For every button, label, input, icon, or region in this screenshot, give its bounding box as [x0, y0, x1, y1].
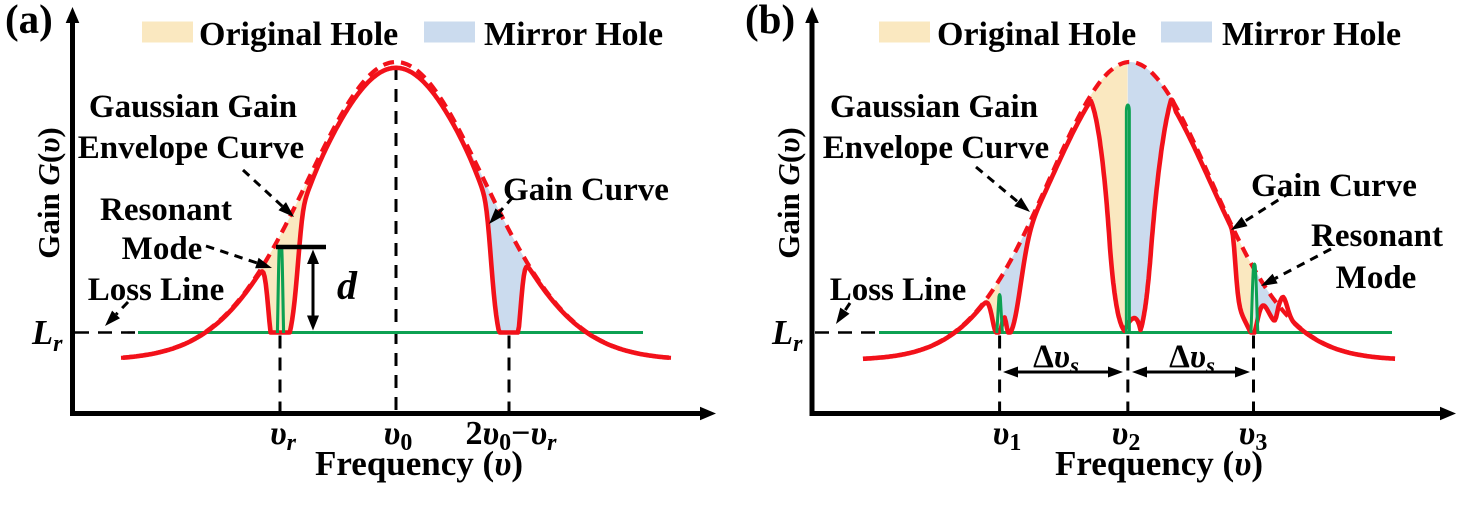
svg-text:Original Hole: Original Hole: [937, 16, 1136, 53]
svg-text:Mode: Mode: [122, 231, 203, 267]
svg-text:Lr: Lr: [771, 314, 803, 357]
svg-text:Gain Curve: Gain Curve: [503, 172, 669, 208]
svg-text:Lr: Lr: [31, 314, 63, 357]
svg-text:Gain G(υ): Gain G(υ): [31, 127, 66, 258]
svg-text:Gaussian Gain: Gaussian Gain: [830, 89, 1038, 125]
svg-text:Gain Curve: Gain Curve: [1251, 168, 1417, 204]
svg-text:Mirror Hole: Mirror Hole: [484, 16, 663, 53]
svg-text:υ2: υ2: [1112, 415, 1141, 456]
svg-text:Resonant: Resonant: [100, 192, 232, 228]
svg-text:Mode: Mode: [1336, 260, 1417, 296]
svg-text:Gaussian Gain: Gaussian Gain: [89, 89, 297, 125]
svg-text:Loss Line: Loss Line: [88, 272, 225, 308]
svg-text:(b): (b): [745, 0, 795, 42]
svg-text:υ3: υ3: [1239, 415, 1268, 456]
svg-text:Resonant: Resonant: [1311, 218, 1443, 254]
svg-text:d: d: [337, 263, 358, 308]
svg-text:Original Hole: Original Hole: [199, 16, 398, 53]
svg-text:Frequency (υ): Frequency (υ): [1055, 444, 1263, 483]
svg-text:υ1: υ1: [993, 415, 1022, 456]
svg-text:Envelope Curve: Envelope Curve: [823, 130, 1049, 166]
svg-text:2υ0−υr: 2υ0−υr: [465, 415, 557, 456]
svg-text:Envelope Curve: Envelope Curve: [78, 130, 304, 166]
svg-text:Gain G(υ): Gain G(υ): [771, 127, 806, 258]
svg-text:Frequency (υ): Frequency (υ): [315, 444, 523, 483]
svg-text:Loss Line: Loss Line: [830, 272, 967, 308]
svg-text:υ0: υ0: [384, 415, 413, 456]
svg-text:Mirror Hole: Mirror Hole: [1222, 16, 1401, 53]
svg-text:υr: υr: [270, 415, 297, 456]
svg-text:(a): (a): [5, 0, 53, 42]
